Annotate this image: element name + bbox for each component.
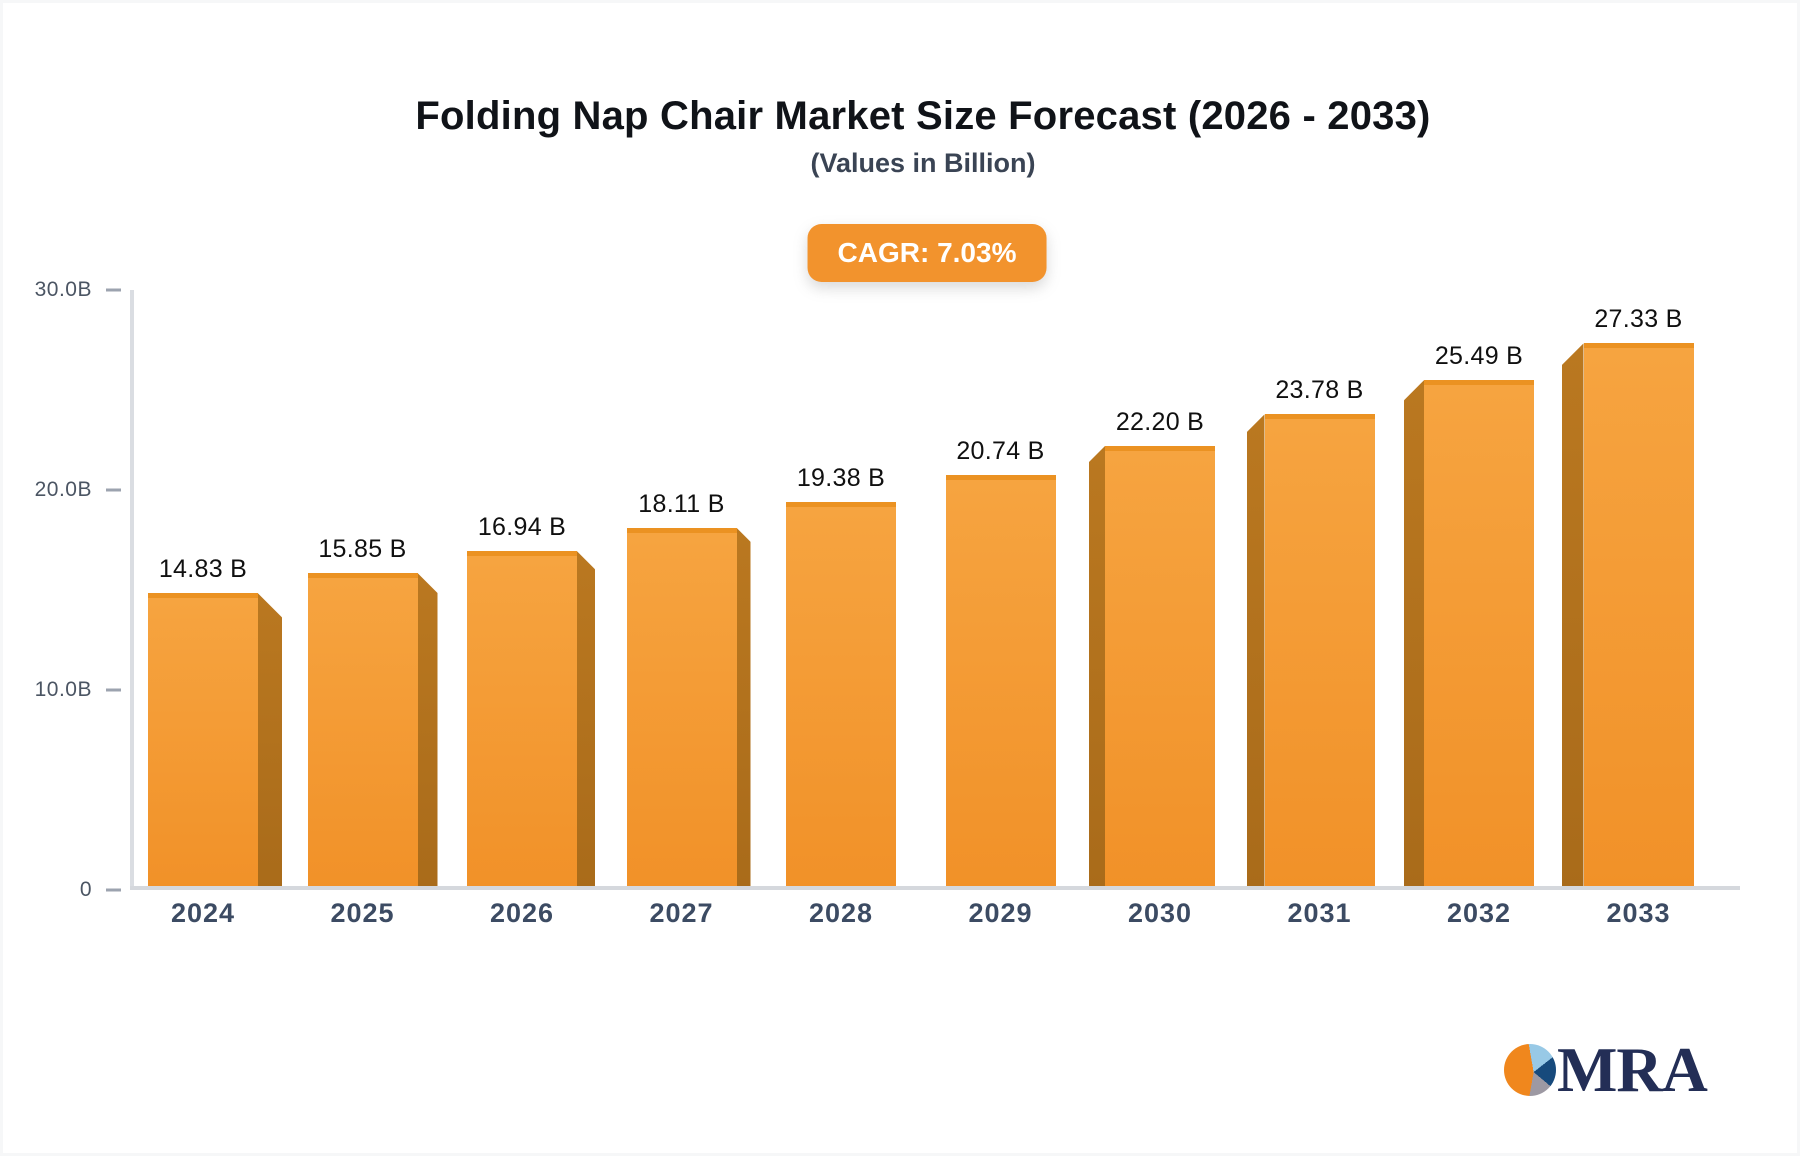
x-axis-label: 2024	[170, 898, 236, 928]
x-axis-label: 2031	[1287, 898, 1352, 928]
x-axis-label: 2026	[489, 898, 555, 928]
y-tick-label: 30.0B	[34, 278, 92, 301]
bar-value-label: 19.38 B	[796, 464, 886, 493]
bar-value-label: 18.11 B	[638, 489, 725, 518]
x-axis-label: 2032	[1446, 898, 1512, 928]
x-axis-label: 2029	[968, 898, 1033, 928]
bar-3d-side	[1246, 414, 1265, 890]
y-tick-label: 10.0B	[34, 678, 92, 701]
x-axis-label: 2025	[330, 898, 395, 928]
x-axis-label: 2027	[649, 898, 714, 928]
bar-value-label: 22.20 B	[1115, 408, 1205, 436]
y-tick-mark	[106, 488, 121, 492]
bar-3d-side	[417, 573, 438, 890]
bar-3d-side	[1404, 380, 1424, 890]
y-tick-mark	[106, 888, 121, 892]
chart-subtitle: (Values in Billion)	[810, 148, 1036, 178]
bar-value-label: 14.83 B	[158, 555, 248, 584]
bar-2031	[1264, 414, 1375, 890]
bar-3d-side	[736, 527, 751, 890]
y-tick-label: 0	[79, 878, 92, 901]
bar-2025	[307, 573, 418, 890]
bar-value-label: 20.74 B	[956, 437, 1045, 466]
brand-logo: MRA	[1504, 1034, 1708, 1105]
bar-value-label: 23.78 B	[1275, 376, 1364, 405]
bar-2032	[1424, 380, 1534, 890]
x-axis-label: 2033	[1606, 898, 1671, 928]
bar-3d-side	[1561, 343, 1584, 890]
bar-3d-side	[577, 551, 595, 890]
bar-value-label: 15.85 B	[318, 535, 407, 563]
cagr-badge: CAGR: 7.03%	[807, 224, 1047, 282]
y-tick-mark	[106, 688, 121, 692]
y-tick-mark	[106, 288, 121, 292]
pie-chart-logo-icon	[1504, 1044, 1556, 1096]
y-tick-label: 20.0B	[34, 478, 92, 501]
bar-2030	[1105, 446, 1215, 890]
x-axis-label: 2028	[808, 898, 874, 928]
bar-3d-side	[258, 593, 282, 890]
brand-logo-text: MRA	[1557, 1034, 1708, 1105]
bar-2026	[467, 551, 577, 890]
bar-2027	[626, 527, 737, 890]
chart-title: Folding Nap Chair Market Size Forecast (…	[415, 94, 1431, 138]
bar-2024	[148, 593, 258, 890]
bar-2029	[945, 475, 1056, 890]
bar-2033	[1583, 343, 1694, 890]
bar-2028	[786, 502, 896, 890]
bar-value-label: 16.94 B	[477, 513, 567, 542]
x-axis-label: 2030	[1127, 898, 1193, 928]
bar-value-label: 27.33 B	[1594, 305, 1683, 334]
bar-value-label: 25.49 B	[1434, 342, 1524, 371]
x-axis-baseline	[130, 886, 1740, 890]
bar-3d-side	[1089, 446, 1105, 890]
y-axis-line	[130, 290, 134, 890]
